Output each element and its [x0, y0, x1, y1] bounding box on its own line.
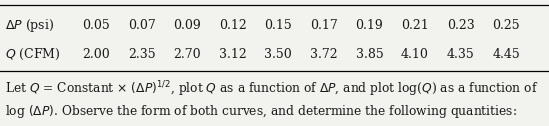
- Text: log $(\Delta P)$. Observe the form of both curves, and determine the following q: log $(\Delta P)$. Observe the form of bo…: [5, 103, 518, 120]
- Text: Let $Q$ = Constant $\times$ $(\Delta P)^{1/2}$, plot $Q$ as a function of $\Delt: Let $Q$ = Constant $\times$ $(\Delta P)^…: [5, 79, 539, 99]
- Text: 0.05: 0.05: [82, 19, 110, 32]
- Text: $\Delta P$ (psi): $\Delta P$ (psi): [5, 17, 55, 34]
- Text: 0.07: 0.07: [128, 19, 155, 32]
- Text: 0.12: 0.12: [219, 19, 247, 32]
- Text: 2.35: 2.35: [128, 48, 155, 61]
- Text: 2.70: 2.70: [173, 48, 201, 61]
- Text: 4.10: 4.10: [401, 48, 429, 61]
- Text: $Q$ (CFM): $Q$ (CFM): [5, 47, 61, 62]
- Text: 0.25: 0.25: [492, 19, 520, 32]
- Text: 3.85: 3.85: [356, 48, 383, 61]
- Text: 4.35: 4.35: [447, 48, 474, 61]
- Text: 0.19: 0.19: [356, 19, 383, 32]
- Text: 0.15: 0.15: [265, 19, 292, 32]
- Text: 3.12: 3.12: [219, 48, 247, 61]
- Text: 0.17: 0.17: [310, 19, 338, 32]
- Text: 4.45: 4.45: [492, 48, 520, 61]
- Text: 3.50: 3.50: [265, 48, 292, 61]
- Text: 0.09: 0.09: [173, 19, 201, 32]
- Text: 2.00: 2.00: [82, 48, 110, 61]
- Text: 0.23: 0.23: [447, 19, 474, 32]
- Text: 0.21: 0.21: [401, 19, 429, 32]
- Text: 3.72: 3.72: [310, 48, 338, 61]
